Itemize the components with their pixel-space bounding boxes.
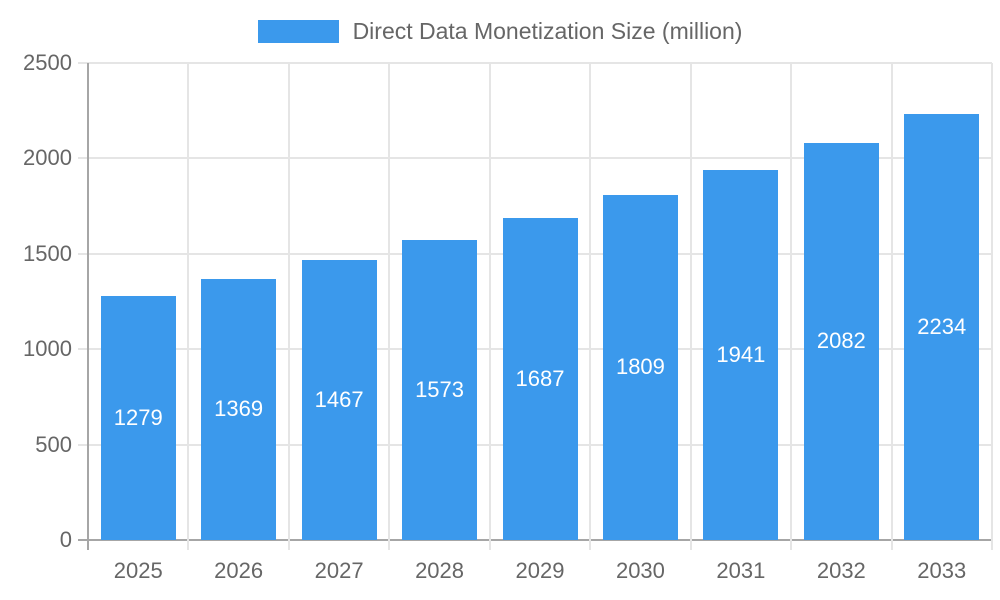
x-gridline	[287, 63, 290, 540]
bar	[602, 194, 678, 540]
x-tick-label: 2029	[515, 558, 565, 583]
x-tick-label: 2032	[816, 558, 866, 583]
bar	[703, 169, 779, 540]
bar-value-label: 1809	[615, 354, 665, 380]
bar-value-label: 2234	[917, 313, 967, 339]
x-tick-label: 2033	[917, 558, 967, 583]
bar	[402, 239, 478, 540]
bar-value-label: 1467	[314, 387, 364, 413]
y-tick-label: 1000	[23, 336, 72, 362]
y-tick-label: 500	[35, 431, 72, 457]
legend-label: Direct Data Monetization Size (million)	[352, 18, 743, 44]
chart-legend[interactable]: Direct Data Monetization Size (million)	[0, 18, 1000, 45]
bar-value-label: 2082	[816, 328, 866, 354]
x-axis-tick	[287, 540, 290, 550]
bar	[803, 142, 879, 540]
y-gridline	[88, 539, 992, 541]
bar-value-label: 1687	[515, 366, 565, 392]
y-gridline	[88, 62, 992, 64]
x-tick-label: 2026	[214, 558, 264, 583]
x-gridline	[187, 63, 190, 540]
bar-value-label: 1279	[113, 404, 163, 430]
x-gridline	[589, 63, 592, 540]
x-tick-label: 2027	[314, 558, 364, 583]
x-axis-tick	[87, 540, 89, 550]
x-gridline	[87, 63, 89, 540]
x-gridline	[689, 63, 692, 540]
x-axis-tick	[589, 540, 592, 550]
y-tick-label: 0	[59, 527, 72, 552]
bar	[904, 113, 980, 540]
bar-value-label: 1941	[716, 341, 766, 367]
x-tick-label: 2030	[615, 558, 665, 583]
x-gridline	[388, 63, 391, 540]
bar	[100, 295, 176, 540]
y-axis-tick	[78, 157, 88, 160]
x-gridline	[890, 63, 893, 540]
bar-value-label: 1369	[214, 396, 264, 422]
y-tick-label: 2000	[23, 145, 72, 171]
x-gridline	[790, 63, 793, 540]
y-axis-tick	[78, 62, 88, 64]
bar	[201, 278, 277, 540]
legend-swatch	[257, 20, 339, 43]
bar	[502, 218, 578, 540]
y-axis-tick	[78, 348, 88, 351]
y-axis-tick	[78, 252, 88, 255]
y-tick-label: 1500	[23, 240, 72, 266]
x-axis-tick	[991, 540, 993, 550]
bar	[301, 260, 377, 540]
x-gridline	[991, 63, 993, 540]
bar-value-label: 1573	[415, 376, 465, 402]
x-axis-tick	[187, 540, 190, 550]
x-tick-label: 2031	[716, 558, 766, 583]
y-gridline	[88, 157, 992, 160]
x-axis-tick	[890, 540, 893, 550]
x-axis-tick	[488, 540, 491, 550]
x-axis-tick	[689, 540, 692, 550]
x-axis-tick	[790, 540, 793, 550]
y-axis-tick	[78, 443, 88, 446]
y-axis-tick	[78, 539, 88, 541]
x-gridline	[488, 63, 491, 540]
x-tick-label: 2025	[113, 558, 163, 583]
y-tick-label: 2500	[23, 50, 72, 75]
x-axis-tick	[388, 540, 391, 550]
x-tick-label: 2028	[415, 558, 465, 583]
